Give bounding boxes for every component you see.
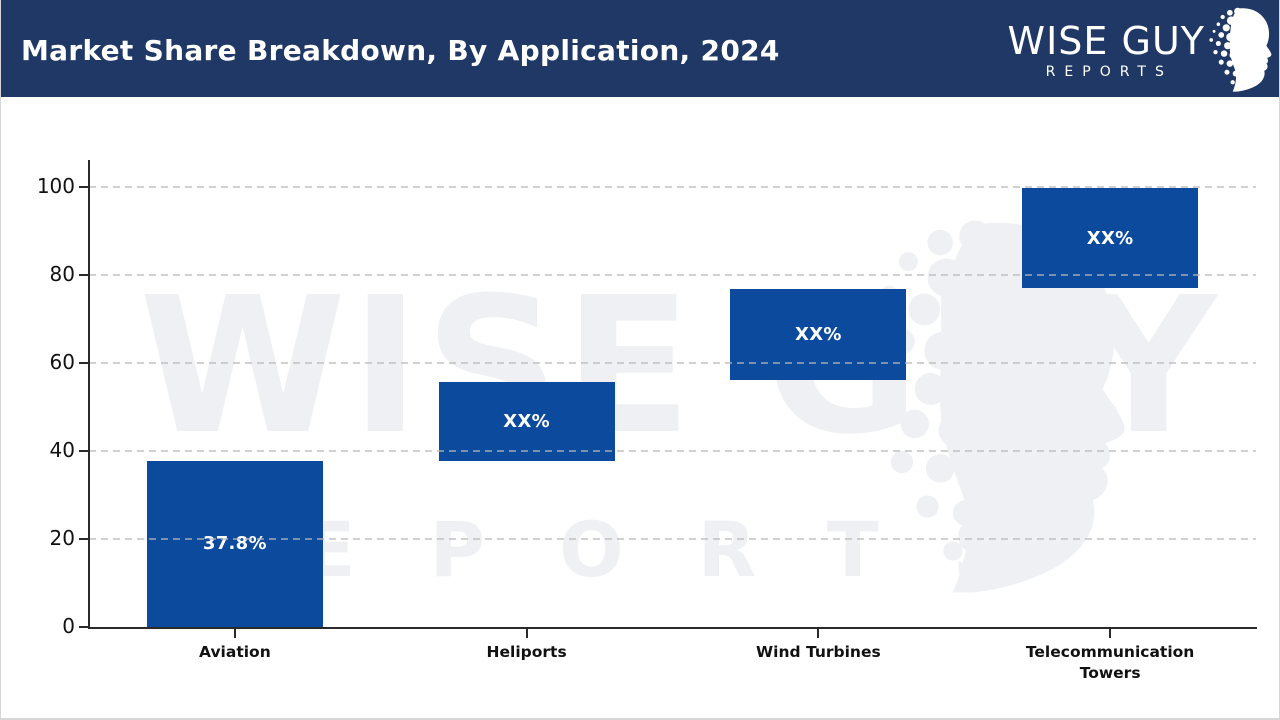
gridline xyxy=(89,362,1256,364)
x-category-label: Heliports xyxy=(486,643,567,661)
gridline xyxy=(89,538,1256,540)
bar-value-label: 37.8% xyxy=(202,533,267,555)
logo-text: WISE GUY REPORTS xyxy=(1008,21,1205,80)
y-tick-mark xyxy=(79,450,88,452)
bar-wind-turbines: XX% xyxy=(730,289,907,381)
y-axis xyxy=(88,160,90,629)
wise-guy-head-icon xyxy=(1209,7,1272,92)
x-tick-mark xyxy=(1109,629,1112,638)
bar-value-label: XX% xyxy=(1086,227,1134,249)
bar-aviation: 37.8% xyxy=(146,460,323,627)
y-tick-mark xyxy=(79,362,88,364)
logo-subtitle: REPORTS xyxy=(1045,63,1173,80)
chart-area: WISE GUY REPORTS 37.8% XX% XX% XX% 0 20 40 60 8… xyxy=(1,97,1279,717)
logo-wordmark: WISE GUY xyxy=(1007,18,1205,63)
bar-value-label: XX% xyxy=(503,411,550,433)
watermark-text: WISE GUY xyxy=(139,257,1221,476)
y-tick-label: 100 xyxy=(36,174,75,198)
y-tick-label: 0 xyxy=(62,614,75,638)
y-tick-mark xyxy=(79,538,88,540)
y-tick-label: 40 xyxy=(49,438,75,462)
page-title: Market Share Breakdown, By Application, … xyxy=(21,34,780,67)
x-tick-mark xyxy=(525,629,528,638)
wise-guy-logo: WISE GUY REPORTS xyxy=(1008,6,1275,94)
bar-heliports: XX% xyxy=(438,382,615,461)
gridline xyxy=(89,186,1256,188)
x-tick-mark xyxy=(817,629,820,638)
gridline xyxy=(89,274,1256,276)
y-tick-label: 60 xyxy=(49,350,75,374)
y-tick-label: 80 xyxy=(49,262,75,286)
bar-value-label: XX% xyxy=(795,324,842,346)
x-axis xyxy=(88,627,1257,629)
header: Market Share Breakdown, By Application, … xyxy=(1,0,1279,97)
y-tick-label: 20 xyxy=(49,526,75,550)
y-tick-mark xyxy=(79,626,88,628)
x-tick-mark xyxy=(233,629,236,638)
x-category-label: Telecommunication Towers xyxy=(1025,643,1195,682)
x-category-label: Wind Turbines xyxy=(756,643,881,661)
x-category-label: Aviation xyxy=(199,643,271,661)
y-tick-mark xyxy=(79,186,88,188)
gridline xyxy=(89,450,1256,452)
y-tick-mark xyxy=(79,274,88,276)
